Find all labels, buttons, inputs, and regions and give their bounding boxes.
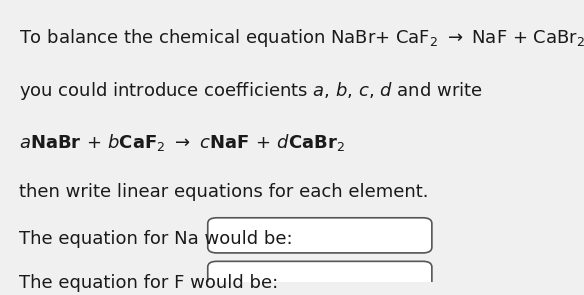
Text: you could introduce coefficients $a$, $b$, $c$, $d$ and write: you could introduce coefficients $a$, $b… [19,80,483,102]
Text: $a$NaBr $+$ $b$CaF$_2$ $\rightarrow$ $c$NaF $+$ $d$CaBr$_2$: $a$NaBr $+$ $b$CaF$_2$ $\rightarrow$ $c$… [19,132,345,153]
Text: The equation for F would be:: The equation for F would be: [19,274,279,292]
Text: To balance the chemical equation NaBr$+$ CaF$_2$ $\rightarrow$ NaF $+$ CaBr$_2$,: To balance the chemical equation NaBr$+$… [19,27,584,49]
Text: then write linear equations for each element.: then write linear equations for each ele… [19,183,429,201]
Text: The equation for Na would be:: The equation for Na would be: [19,230,293,248]
FancyBboxPatch shape [208,261,432,295]
FancyBboxPatch shape [208,218,432,253]
